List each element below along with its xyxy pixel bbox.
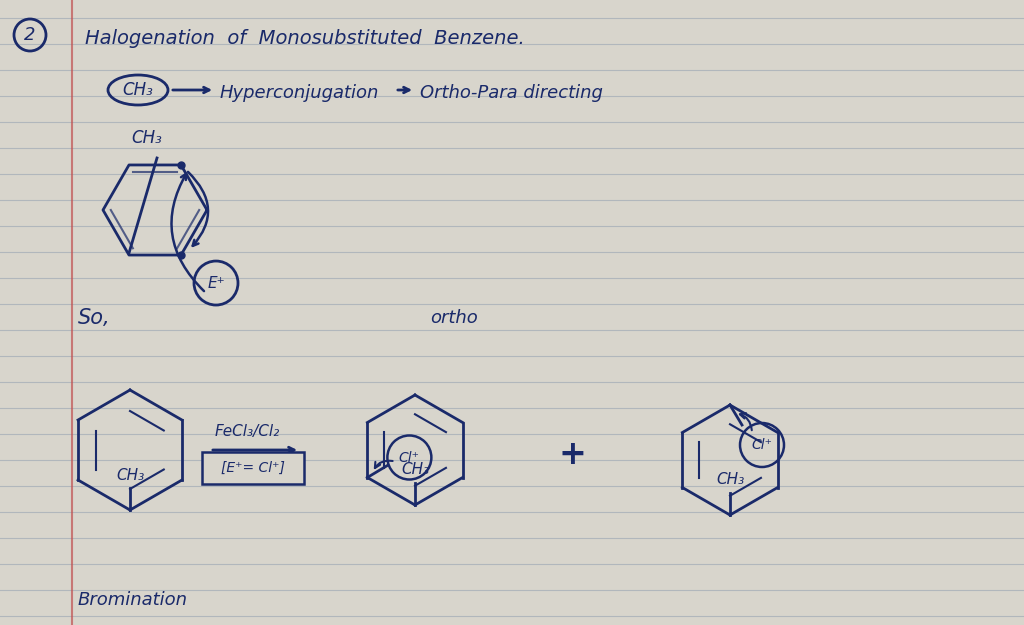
Text: So,: So,: [78, 308, 111, 328]
Text: CH₃: CH₃: [132, 129, 163, 147]
Text: Halogenation  of  Monosubstituted  Benzene.: Halogenation of Monosubstituted Benzene.: [85, 29, 524, 48]
Text: E⁺: E⁺: [207, 276, 225, 291]
FancyBboxPatch shape: [202, 452, 304, 484]
Text: Bromination: Bromination: [78, 591, 188, 609]
Text: Hyperconjugation: Hyperconjugation: [220, 84, 379, 102]
Text: Ortho-Para directing: Ortho-Para directing: [420, 84, 603, 102]
Text: CH₃: CH₃: [400, 462, 429, 478]
Text: Cl⁺: Cl⁺: [399, 451, 420, 464]
Text: 2: 2: [25, 26, 36, 44]
Text: CH₃: CH₃: [716, 472, 744, 488]
Text: CH₃: CH₃: [123, 81, 154, 99]
Text: FeCl₃/Cl₂: FeCl₃/Cl₂: [215, 424, 281, 439]
Text: Cl⁺: Cl⁺: [752, 438, 772, 452]
Text: +: +: [558, 439, 586, 471]
Text: [E⁺= Cl⁺]: [E⁺= Cl⁺]: [221, 461, 285, 475]
Text: CH₃: CH₃: [116, 468, 144, 482]
Text: ortho: ortho: [430, 309, 478, 327]
